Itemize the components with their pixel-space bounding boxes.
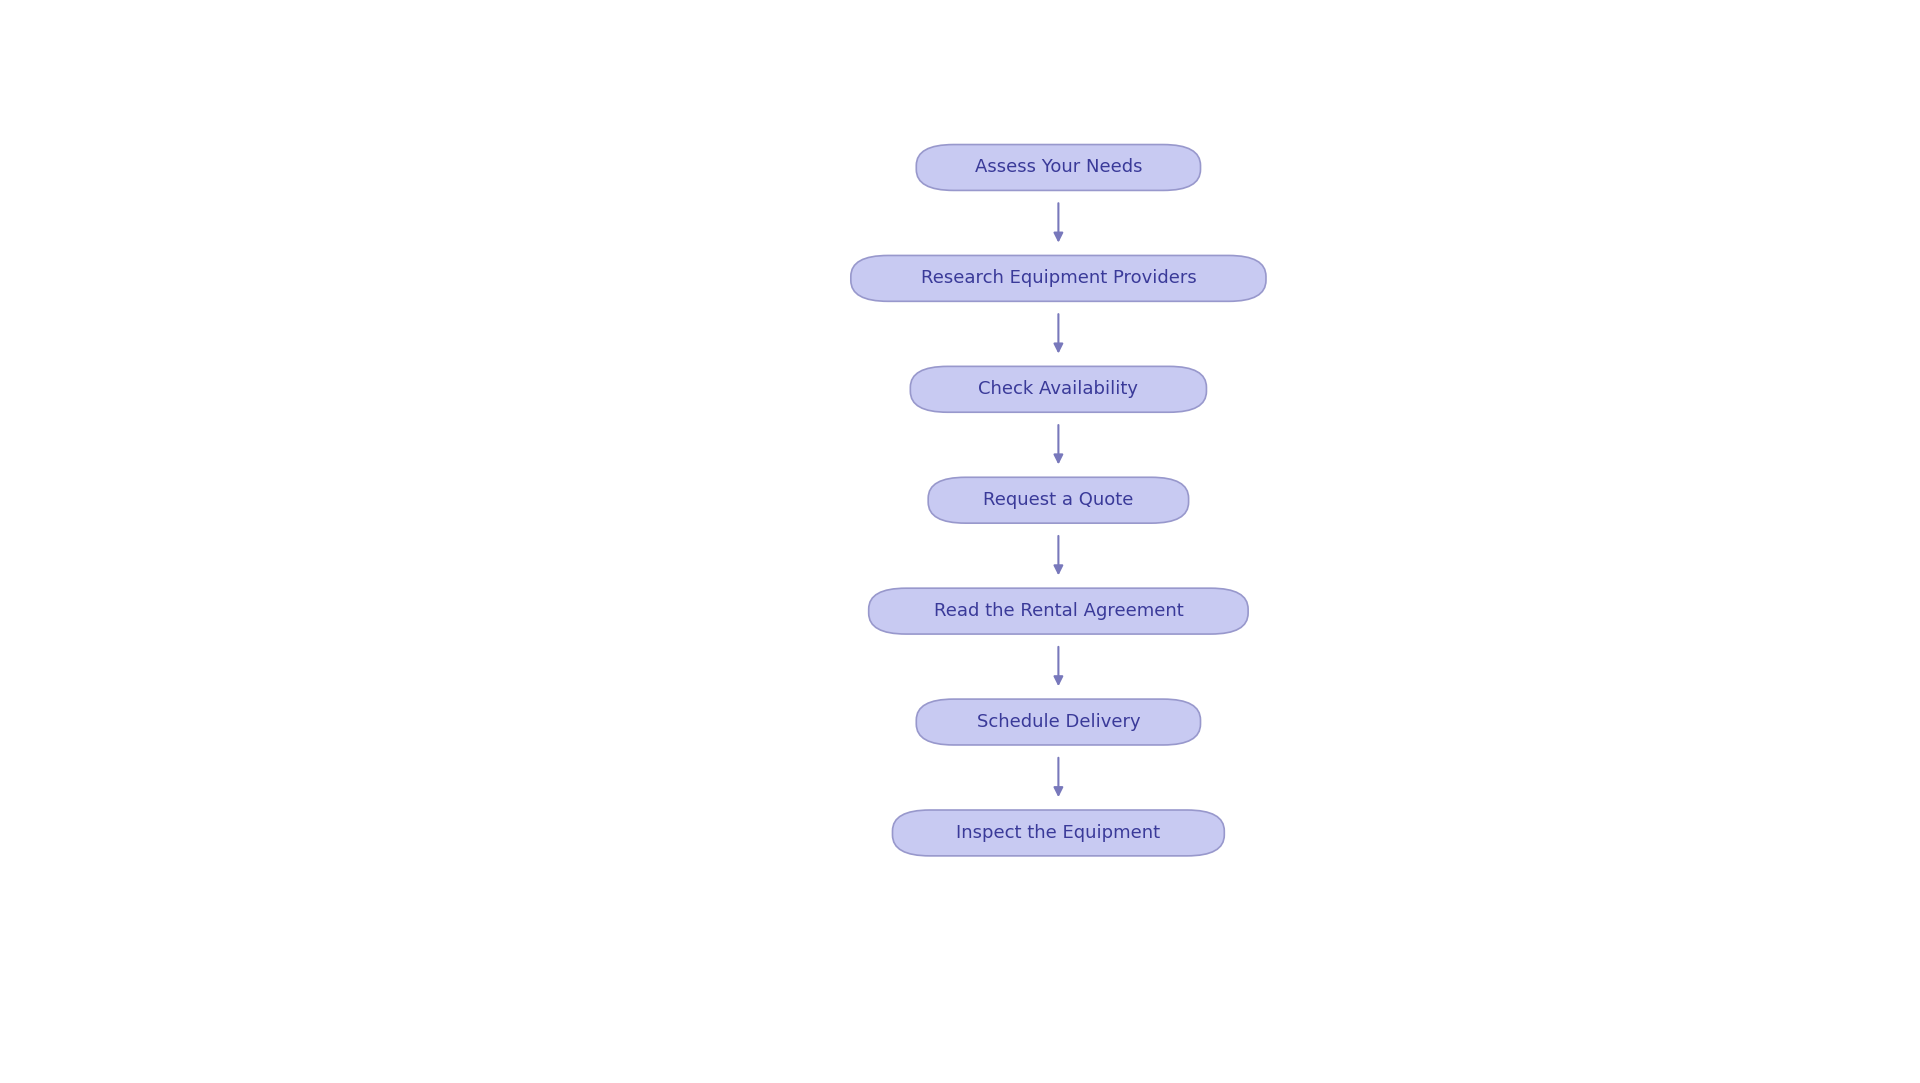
FancyBboxPatch shape xyxy=(910,366,1206,413)
FancyBboxPatch shape xyxy=(916,144,1200,191)
Text: Schedule Delivery: Schedule Delivery xyxy=(977,713,1140,731)
Text: Check Availability: Check Availability xyxy=(979,380,1139,399)
Text: Request a Quote: Request a Quote xyxy=(983,492,1133,509)
Text: Inspect the Equipment: Inspect the Equipment xyxy=(956,824,1160,841)
FancyBboxPatch shape xyxy=(893,810,1225,856)
FancyBboxPatch shape xyxy=(916,700,1200,745)
FancyBboxPatch shape xyxy=(868,588,1248,634)
FancyBboxPatch shape xyxy=(927,478,1188,523)
Text: Research Equipment Providers: Research Equipment Providers xyxy=(920,270,1196,287)
Text: Assess Your Needs: Assess Your Needs xyxy=(975,158,1142,177)
FancyBboxPatch shape xyxy=(851,256,1265,301)
Text: Read the Rental Agreement: Read the Rental Agreement xyxy=(933,602,1183,621)
